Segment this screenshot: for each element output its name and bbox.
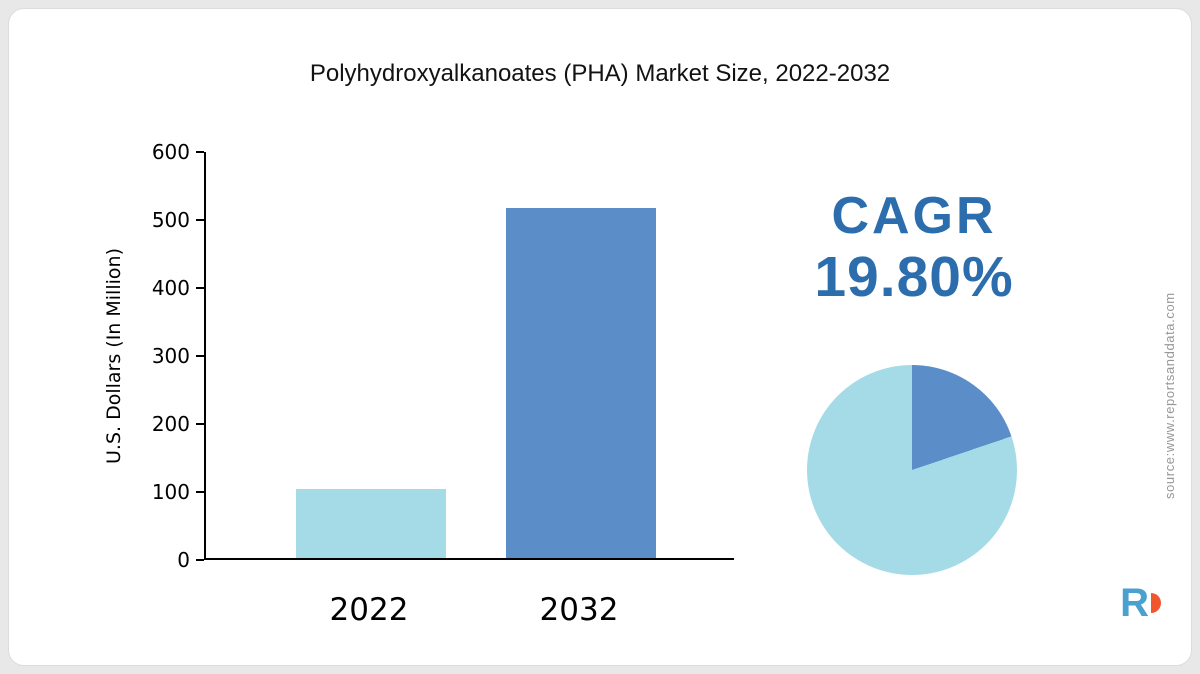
logo-dot-icon xyxy=(1151,593,1161,613)
chart-card: Polyhydroxyalkanoates (PHA) Market Size,… xyxy=(8,8,1192,666)
y-tick-label-0: 0 xyxy=(177,548,190,572)
chart-title: Polyhydroxyalkanoates (PHA) Market Size,… xyxy=(309,60,891,87)
y-tick-label-500: 500 xyxy=(151,208,190,232)
source-attribution: source:www.reportsanddata.com xyxy=(1162,292,1177,499)
y-tick-mark xyxy=(196,287,204,289)
pie-chart xyxy=(807,365,1017,575)
y-tick-mark xyxy=(196,151,204,153)
y-tick-mark xyxy=(196,491,204,493)
y-tick-label-400: 400 xyxy=(151,276,190,300)
bar-2032 xyxy=(506,207,656,558)
y-axis-label: U.S. Dollars (In Million) xyxy=(103,248,125,464)
y-tick-label-300: 300 xyxy=(151,344,190,368)
x-tick-label-2032: 2032 xyxy=(539,592,619,628)
y-tick-label-200: 200 xyxy=(151,412,190,436)
bar-chart-plot-area: 0 100 200 300 400 500 600 xyxy=(152,140,734,572)
cagr-value: 19.80% xyxy=(814,244,1014,309)
bar-2022 xyxy=(296,488,446,558)
y-tick-mark xyxy=(196,559,204,561)
cagr-label: CAGR xyxy=(831,187,997,245)
y-tick-mark xyxy=(196,423,204,425)
y-tick-mark xyxy=(196,355,204,357)
cagr-block: CAGR 19.80% xyxy=(774,189,1054,307)
y-tick-label-600: 600 xyxy=(151,140,190,164)
x-axis-labels: 2022 2032 xyxy=(204,592,734,636)
x-tick-label-2022: 2022 xyxy=(329,592,409,628)
brand-logo: R xyxy=(1120,583,1161,623)
y-tick-label-100: 100 xyxy=(151,480,190,504)
y-tick-mark xyxy=(196,219,204,221)
logo-letter: R xyxy=(1120,581,1149,625)
